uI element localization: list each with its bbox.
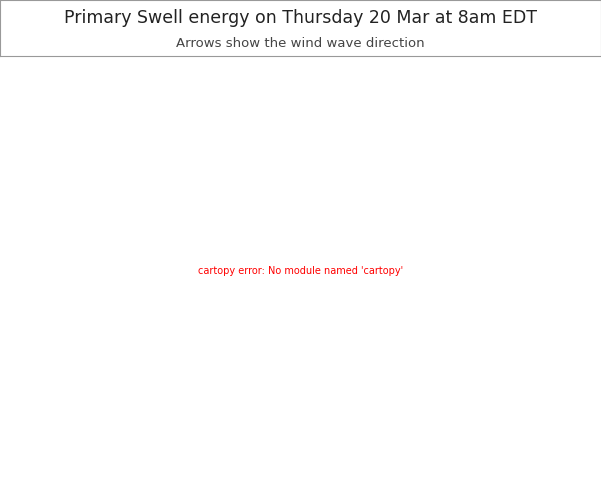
Text: Arrows show the wind wave direction: Arrows show the wind wave direction xyxy=(176,37,425,50)
Text: Primary Swell energy on Thursday 20 Mar at 8am EDT: Primary Swell energy on Thursday 20 Mar … xyxy=(64,9,537,27)
Text: cartopy error: No module named 'cartopy': cartopy error: No module named 'cartopy' xyxy=(198,266,403,277)
